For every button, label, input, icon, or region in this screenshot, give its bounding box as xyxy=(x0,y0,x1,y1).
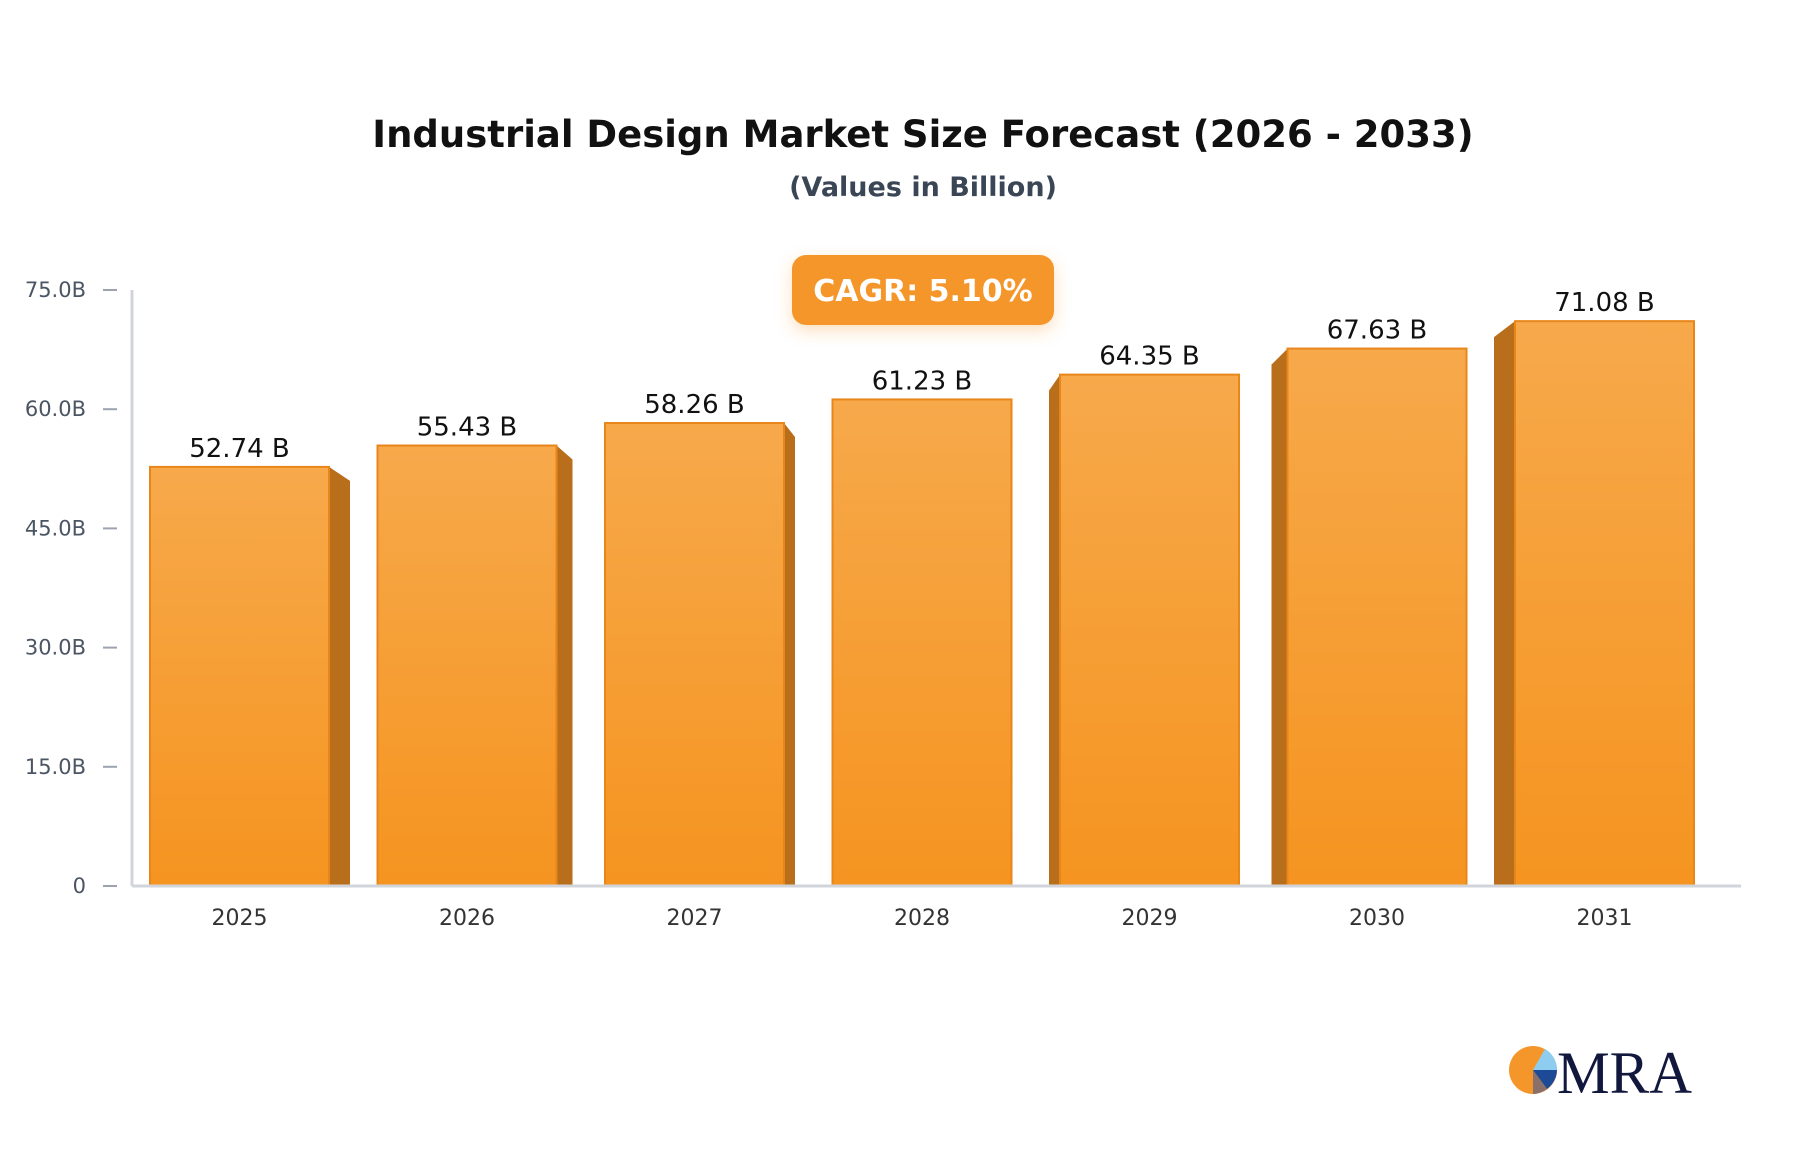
cagr-badge-bg xyxy=(792,255,1054,325)
bar-group: 67.63 B xyxy=(1271,316,1468,887)
bar-side xyxy=(1271,348,1288,887)
data-label: 55.43 B xyxy=(417,413,518,443)
x-tick-label: 2026 xyxy=(439,906,495,931)
x-tick-label: 2030 xyxy=(1349,906,1405,931)
bar-group: 71.08 B xyxy=(1494,288,1695,887)
y-tick-label: 15.0B xyxy=(25,755,86,779)
data-label: 52.74 B xyxy=(189,434,290,464)
y-tick-label: 60.0B xyxy=(25,397,86,421)
bar-side xyxy=(784,423,795,886)
data-label: 71.08 B xyxy=(1554,288,1655,318)
cagr-badge: CAGR: 5.10% xyxy=(792,255,1054,325)
y-tick-label: 45.0B xyxy=(25,516,86,540)
bars: 52.74 B 55.43 B 58.26 B 61.23 B 64.35 B 67.63… xyxy=(149,288,1695,887)
bar-group: 58.26 B xyxy=(604,390,795,887)
data-label: 61.23 B xyxy=(872,366,973,396)
data-label: 64.35 B xyxy=(1099,342,1200,372)
bar-side xyxy=(1494,321,1515,886)
x-tick-label: 2029 xyxy=(1122,906,1178,931)
x-tick-label: 2027 xyxy=(667,906,723,931)
mra-logo: MRA xyxy=(1509,1040,1692,1106)
chart-subtitle: (Values in Billion) xyxy=(789,172,1057,203)
bar xyxy=(604,422,785,887)
bar-group: 55.43 B xyxy=(376,413,573,887)
bar xyxy=(1514,320,1695,887)
data-label: 58.26 B xyxy=(644,390,745,420)
chart-title: Industrial Design Market Size Forecast (… xyxy=(372,113,1473,156)
bar-group: 61.23 B xyxy=(831,366,1013,887)
y-tick-label: 75.0B xyxy=(25,278,86,302)
bar-side xyxy=(329,466,350,886)
bar xyxy=(1286,347,1468,887)
logo-text: MRA xyxy=(1557,1040,1692,1106)
bar-group: 64.35 B xyxy=(1049,342,1240,887)
cagr-label: CAGR: 5.10% xyxy=(813,274,1032,309)
bar xyxy=(831,398,1013,887)
data-label: 67.63 B xyxy=(1327,316,1428,346)
x-tick-label: 2031 xyxy=(1577,906,1633,931)
bar xyxy=(1059,373,1240,887)
bar xyxy=(149,465,330,887)
bar-side xyxy=(1049,374,1060,886)
x-tick-label: 2028 xyxy=(894,906,950,931)
bar xyxy=(376,444,558,887)
y-tick-label: 0 xyxy=(73,874,86,898)
x-tick-label: 2025 xyxy=(212,906,268,931)
bar-group: 52.74 B xyxy=(149,434,350,887)
y-tick-label: 30.0B xyxy=(25,636,86,660)
y-axis: 0 15.0B 30.0B 45.0B 60.0B 75.0B xyxy=(25,278,134,898)
bar-side xyxy=(556,445,573,886)
x-axis: 2025 2026 2027 2028 2029 2030 2031 xyxy=(132,884,1741,931)
